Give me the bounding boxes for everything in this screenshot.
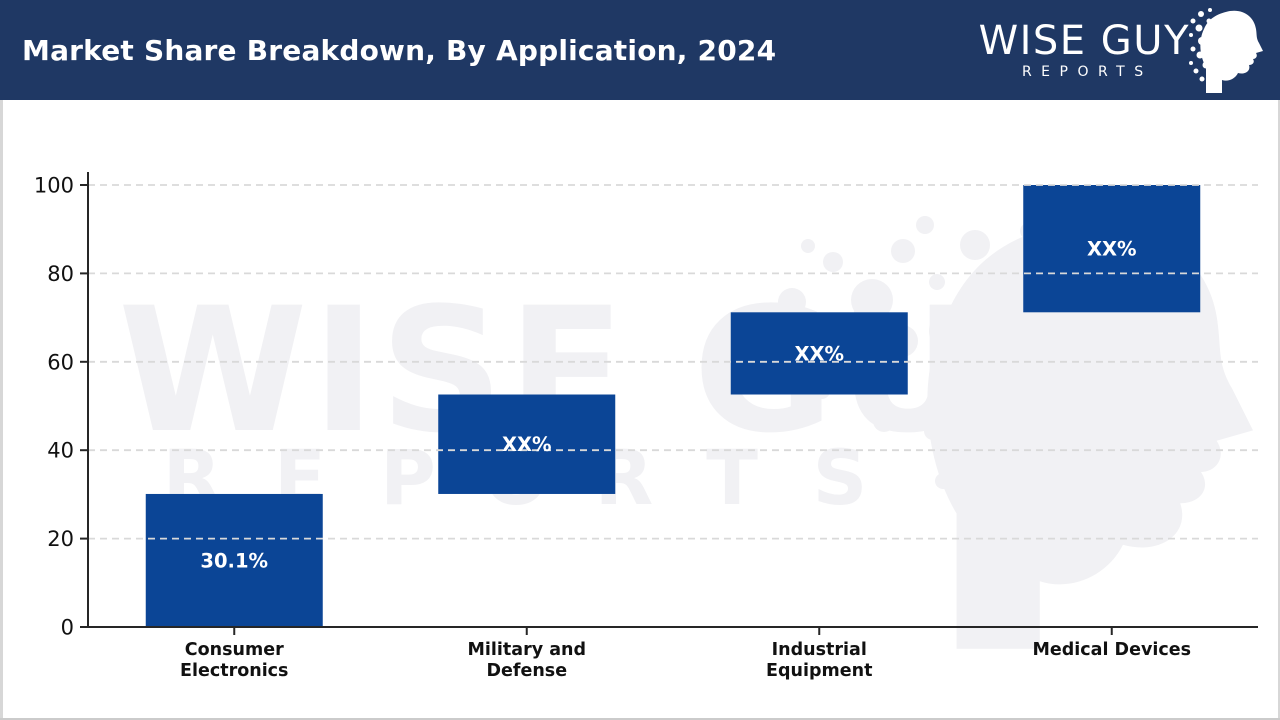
watermark-dot xyxy=(960,230,990,260)
watermark-dot xyxy=(980,288,1006,314)
bar-0 xyxy=(145,493,323,627)
bar-3 xyxy=(1023,185,1201,313)
watermark-dot xyxy=(929,308,975,354)
y-tick-label: 20 xyxy=(47,527,74,551)
right-border xyxy=(1278,100,1280,720)
wiseguy-logo: WISE GUY REPORTS xyxy=(979,7,1280,93)
watermark-dot xyxy=(851,279,893,321)
bar-1 xyxy=(438,394,616,494)
bar-value-label: XX% xyxy=(794,342,844,365)
watermark-dot xyxy=(924,422,942,440)
watermark-dot xyxy=(778,288,806,316)
watermark-text-line2-letter: T xyxy=(706,433,758,522)
y-tick-label: 80 xyxy=(47,262,74,286)
y-tick-label: 0 xyxy=(61,616,74,640)
bar-value-label: XX% xyxy=(1087,238,1137,261)
watermark-dot xyxy=(916,216,934,234)
watermark-dot xyxy=(873,410,895,432)
watermark-text-line2-letter: S xyxy=(813,433,868,522)
y-tick-label: 100 xyxy=(34,174,74,198)
bar-value-label: 30.1% xyxy=(200,549,268,572)
x-axis-label: Military and Defense xyxy=(467,640,586,681)
x-axis-label: Industrial Equipment xyxy=(766,640,872,681)
bar-value-label: XX% xyxy=(502,433,552,456)
left-border xyxy=(0,100,3,720)
x-axis-label: Medical Devices xyxy=(1032,640,1191,660)
watermark-dot xyxy=(1013,402,1051,440)
watermark-dot xyxy=(929,274,945,290)
waterfall-chart: WISE GUYREPORTS020406080100ConsumerElect… xyxy=(34,172,1258,681)
x-axis-label: Consumer Electronics xyxy=(180,640,288,681)
watermark-dot xyxy=(985,364,1019,398)
logo-subtext: REPORTS xyxy=(1021,64,1153,80)
header-bar: Market Share Breakdown, By Application, … xyxy=(0,0,1280,100)
y-tick-label: 40 xyxy=(47,439,74,463)
watermark-dot xyxy=(935,473,951,489)
watermark-dot xyxy=(950,379,974,403)
watermark-text-line2-letter: P xyxy=(380,433,436,522)
watermark-dot xyxy=(992,481,1014,503)
logo-face-icon xyxy=(1189,8,1263,93)
bar-2 xyxy=(730,312,908,395)
logo-wordmark: WISE GUY xyxy=(978,18,1190,64)
watermark-dot xyxy=(970,429,996,455)
watermark-dot xyxy=(801,239,815,253)
watermark-dot xyxy=(823,252,843,272)
logo-text: WISE GUY REPORTS xyxy=(979,21,1190,79)
watermark-dot xyxy=(1031,340,1055,364)
watermark-dot xyxy=(891,239,915,263)
bottom-border xyxy=(0,718,1280,720)
watermark-dot xyxy=(1004,253,1022,271)
y-tick-label: 60 xyxy=(47,350,74,374)
watermark-face-icon xyxy=(927,220,1253,649)
page-title: Market Share Breakdown, By Application, … xyxy=(22,33,777,67)
